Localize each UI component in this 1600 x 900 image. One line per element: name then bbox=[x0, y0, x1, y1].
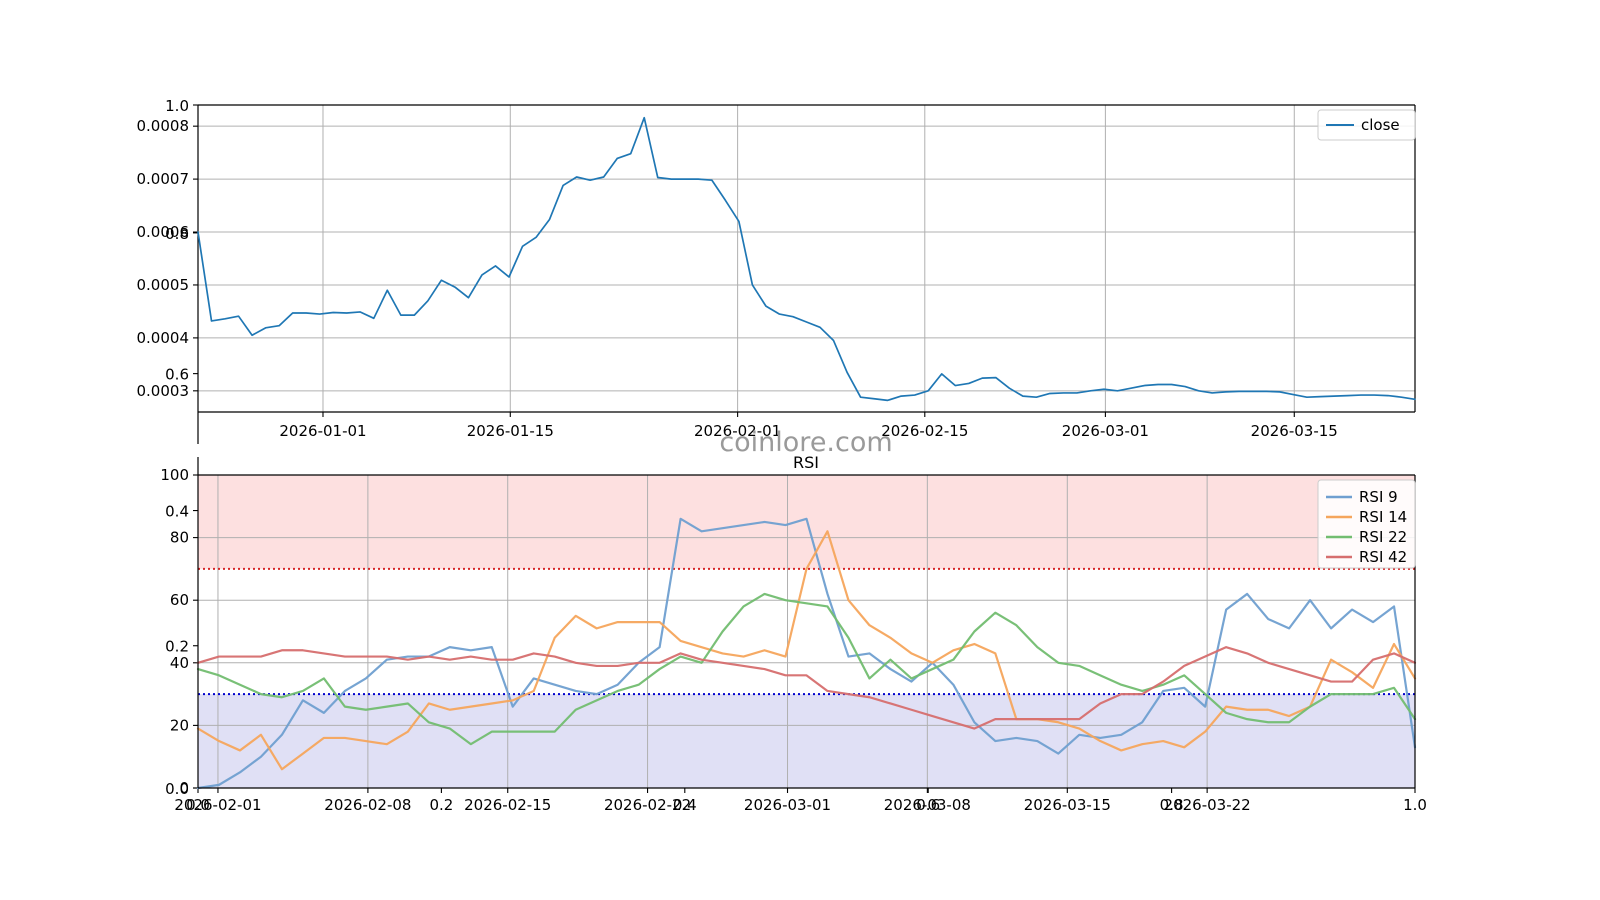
rsi-xtick-label: 2026-03-08 bbox=[884, 796, 971, 814]
price-xtick-label: 2026-03-01 bbox=[1062, 422, 1149, 440]
rsi-ytick-label: 40 bbox=[170, 654, 189, 672]
price-xtick-label: 2026-01-15 bbox=[467, 422, 554, 440]
rsi-xtick-label: 2026-03-01 bbox=[744, 796, 831, 814]
price-xtick-label: 2026-02-15 bbox=[881, 422, 968, 440]
price-overlay-ytick-label: 1.0 bbox=[165, 97, 189, 115]
watermark-group: coinlore.com bbox=[719, 427, 892, 458]
rsi-xtick-label: 2026-02-08 bbox=[324, 796, 411, 814]
rsi-legend-label-3: RSI 42 bbox=[1359, 548, 1407, 566]
rsi-legend-box[interactable] bbox=[1317, 479, 1416, 569]
rsi-series-line-rsi-14 bbox=[196, 530, 1417, 771]
rsi-overlay-ytick-label: 0.4 bbox=[165, 503, 189, 521]
rsi-overlay-ytick-label: 0.2 bbox=[165, 638, 189, 656]
rsi-ytick-label: 100 bbox=[160, 466, 189, 484]
rsi-oversold-band bbox=[198, 694, 1415, 788]
rsi-ytick-label: 20 bbox=[170, 716, 189, 734]
rsi-ytick-label: 0 bbox=[179, 779, 189, 797]
price-xtick-label: 2026-03-15 bbox=[1251, 422, 1338, 440]
rsi-ytick-label: 60 bbox=[170, 591, 189, 609]
rsi-chart-title: RSI bbox=[793, 453, 819, 472]
rsi-xtick-label: 2026-02-01 bbox=[174, 796, 261, 814]
price-ytick-label: 0.0003 bbox=[137, 382, 190, 400]
watermark-text: coinlore.com bbox=[719, 427, 892, 458]
rsi-series-line-rsi-22 bbox=[196, 592, 1417, 746]
rsi-legend-label-0: RSI 9 bbox=[1359, 488, 1398, 506]
rsi-overlay-xtick-label: 0.4 bbox=[673, 796, 697, 814]
price-ytick-label: 0.0005 bbox=[137, 276, 190, 294]
price-overlay-ytick-label: 0.8 bbox=[165, 225, 189, 243]
price-ytick-label: 0.0007 bbox=[137, 170, 190, 188]
rsi-ytick-label: 80 bbox=[170, 529, 189, 547]
price-legend-box[interactable] bbox=[1317, 109, 1416, 141]
rsi-overlay-xtick-label: 0.2 bbox=[429, 796, 453, 814]
rsi-overlay-ytick-label: 0.0 bbox=[165, 780, 189, 798]
price-panel: 0.0008 0.0007 0.0006 0.0005 0.0004 0.0003 1.0 0… bbox=[137, 97, 1416, 444]
price-xtick-label: 2026-01-01 bbox=[279, 422, 366, 440]
price-xtick-label: 2026-02-01 bbox=[694, 422, 781, 440]
price-ytick-label: 0.0008 bbox=[137, 117, 190, 135]
rsi-legend-label-2: RSI 22 bbox=[1359, 528, 1407, 546]
price-ytick-label: 0.0004 bbox=[137, 329, 190, 347]
close-price-line bbox=[197, 116, 1416, 402]
price-overlay-ytick-label: 0.6 bbox=[165, 366, 189, 384]
rsi-xtick-label: 2026-02-15 bbox=[464, 796, 551, 814]
rsi-series-line-rsi-42 bbox=[196, 646, 1417, 730]
rsi-xtick-label: 2026-03-22 bbox=[1164, 796, 1251, 814]
price-legend-label: close bbox=[1361, 116, 1400, 134]
price-ytick-label: 0.0006 bbox=[137, 223, 190, 241]
rsi-legend-label-1: RSI 14 bbox=[1359, 508, 1407, 526]
rsi-overlay-xtick-label: 0.6 bbox=[916, 796, 940, 814]
rsi-xtick-label: 2026-03-15 bbox=[1024, 796, 1111, 814]
rsi-overlay-xtick-label: 0.8 bbox=[1160, 796, 1184, 814]
rsi-overlay-xtick-label: 0.0 bbox=[186, 796, 210, 814]
rsi-xtick-label: 2026-02-22 bbox=[604, 796, 691, 814]
rsi-overlay-xtick-label: 1.0 bbox=[1403, 796, 1427, 814]
